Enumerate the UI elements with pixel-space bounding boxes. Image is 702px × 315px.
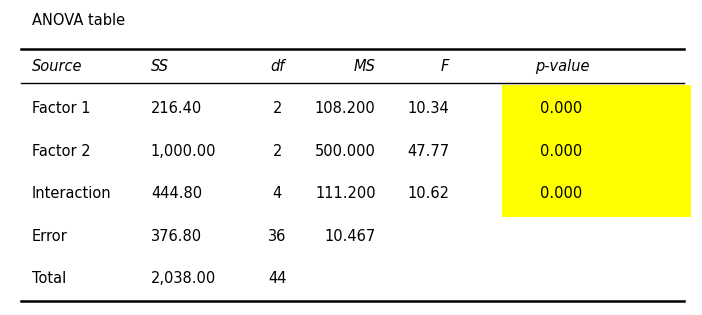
Text: Factor 2: Factor 2 [32,144,91,159]
Text: 2: 2 [272,101,282,116]
Text: ANOVA table: ANOVA table [32,13,125,28]
Text: 2: 2 [272,144,282,159]
Text: 444.80: 444.80 [151,186,202,201]
Text: 10.467: 10.467 [324,229,376,244]
Text: SS: SS [151,59,169,74]
Text: Factor 1: Factor 1 [32,101,90,116]
Bar [502,85,691,217]
Text: 47.77: 47.77 [407,144,449,159]
Text: 500.000: 500.000 [314,144,376,159]
Text: Interaction: Interaction [32,186,111,201]
Text: 376.80: 376.80 [151,229,202,244]
Text: 1,000.00: 1,000.00 [151,144,216,159]
Text: p-value: p-value [535,59,590,74]
Text: 4: 4 [272,186,282,201]
Text: 0.000: 0.000 [541,186,583,201]
Text: 36: 36 [268,229,286,244]
Text: MS: MS [354,59,376,74]
Text: 2,038.00: 2,038.00 [151,271,216,286]
Text: 0.000: 0.000 [541,144,583,159]
Text: 111.200: 111.200 [315,186,376,201]
Text: 108.200: 108.200 [314,101,376,116]
Text: Error: Error [32,229,67,244]
Text: 10.34: 10.34 [408,101,449,116]
Text: Source: Source [32,59,82,74]
Text: 10.62: 10.62 [407,186,449,201]
Text: 0.000: 0.000 [541,101,583,116]
Text: df: df [270,59,284,74]
Text: 216.40: 216.40 [151,101,202,116]
Text: Total: Total [32,271,66,286]
Text: 44: 44 [268,271,286,286]
Text: F: F [441,59,449,74]
